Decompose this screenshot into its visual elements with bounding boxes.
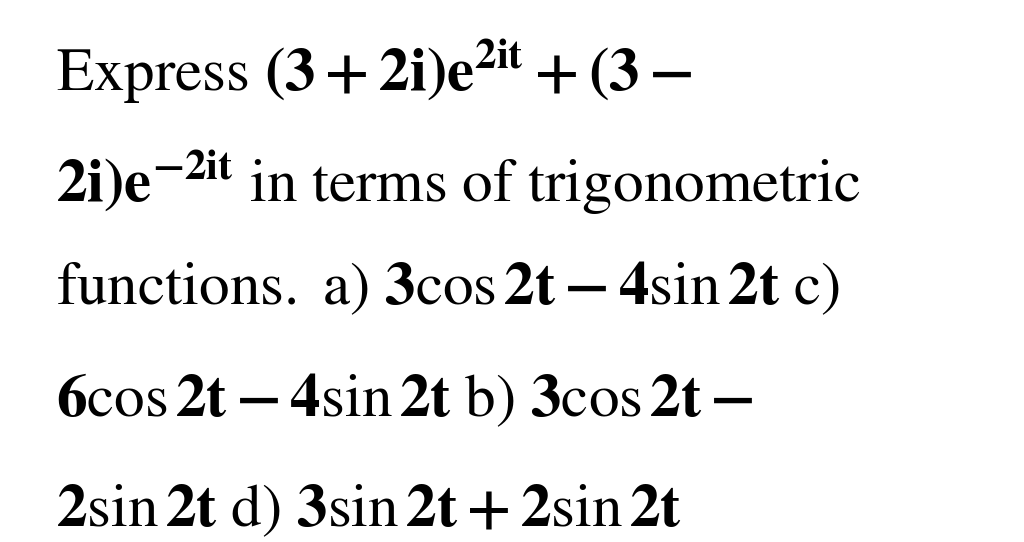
Text: $\mathbf{\mathrm{Express}\ (3+2i)e^{2it}+(3-}$: $\mathbf{\mathrm{Express}\ (3+2i)e^{2it}… (56, 38, 692, 107)
Text: $\mathbf{6\cos 2t - 4\sin 2t\ \mathrm{b)}\ 3\cos 2t -}$: $\mathbf{6\cos 2t - 4\sin 2t\ \mathrm{b)… (56, 371, 754, 429)
Text: $\mathbf{2\sin 2t\ \mathrm{d)}\ 3\sin 2t + 2\sin 2t}$: $\mathbf{2\sin 2t\ \mathrm{d)}\ 3\sin 2t… (56, 482, 683, 539)
Text: $\mathbf{\mathrm{functions.\ a)}\ 3\cos 2t - 4\sin 2t\ \mathrm{c)}}$: $\mathbf{\mathrm{functions.\ a)}\ 3\cos … (56, 260, 840, 318)
Text: $\mathbf{2i)e^{-2it}\ \mathrm{in\ terms\ of\ trigonometric}}$: $\mathbf{2i)e^{-2it}\ \mathrm{in\ terms\… (56, 149, 861, 218)
